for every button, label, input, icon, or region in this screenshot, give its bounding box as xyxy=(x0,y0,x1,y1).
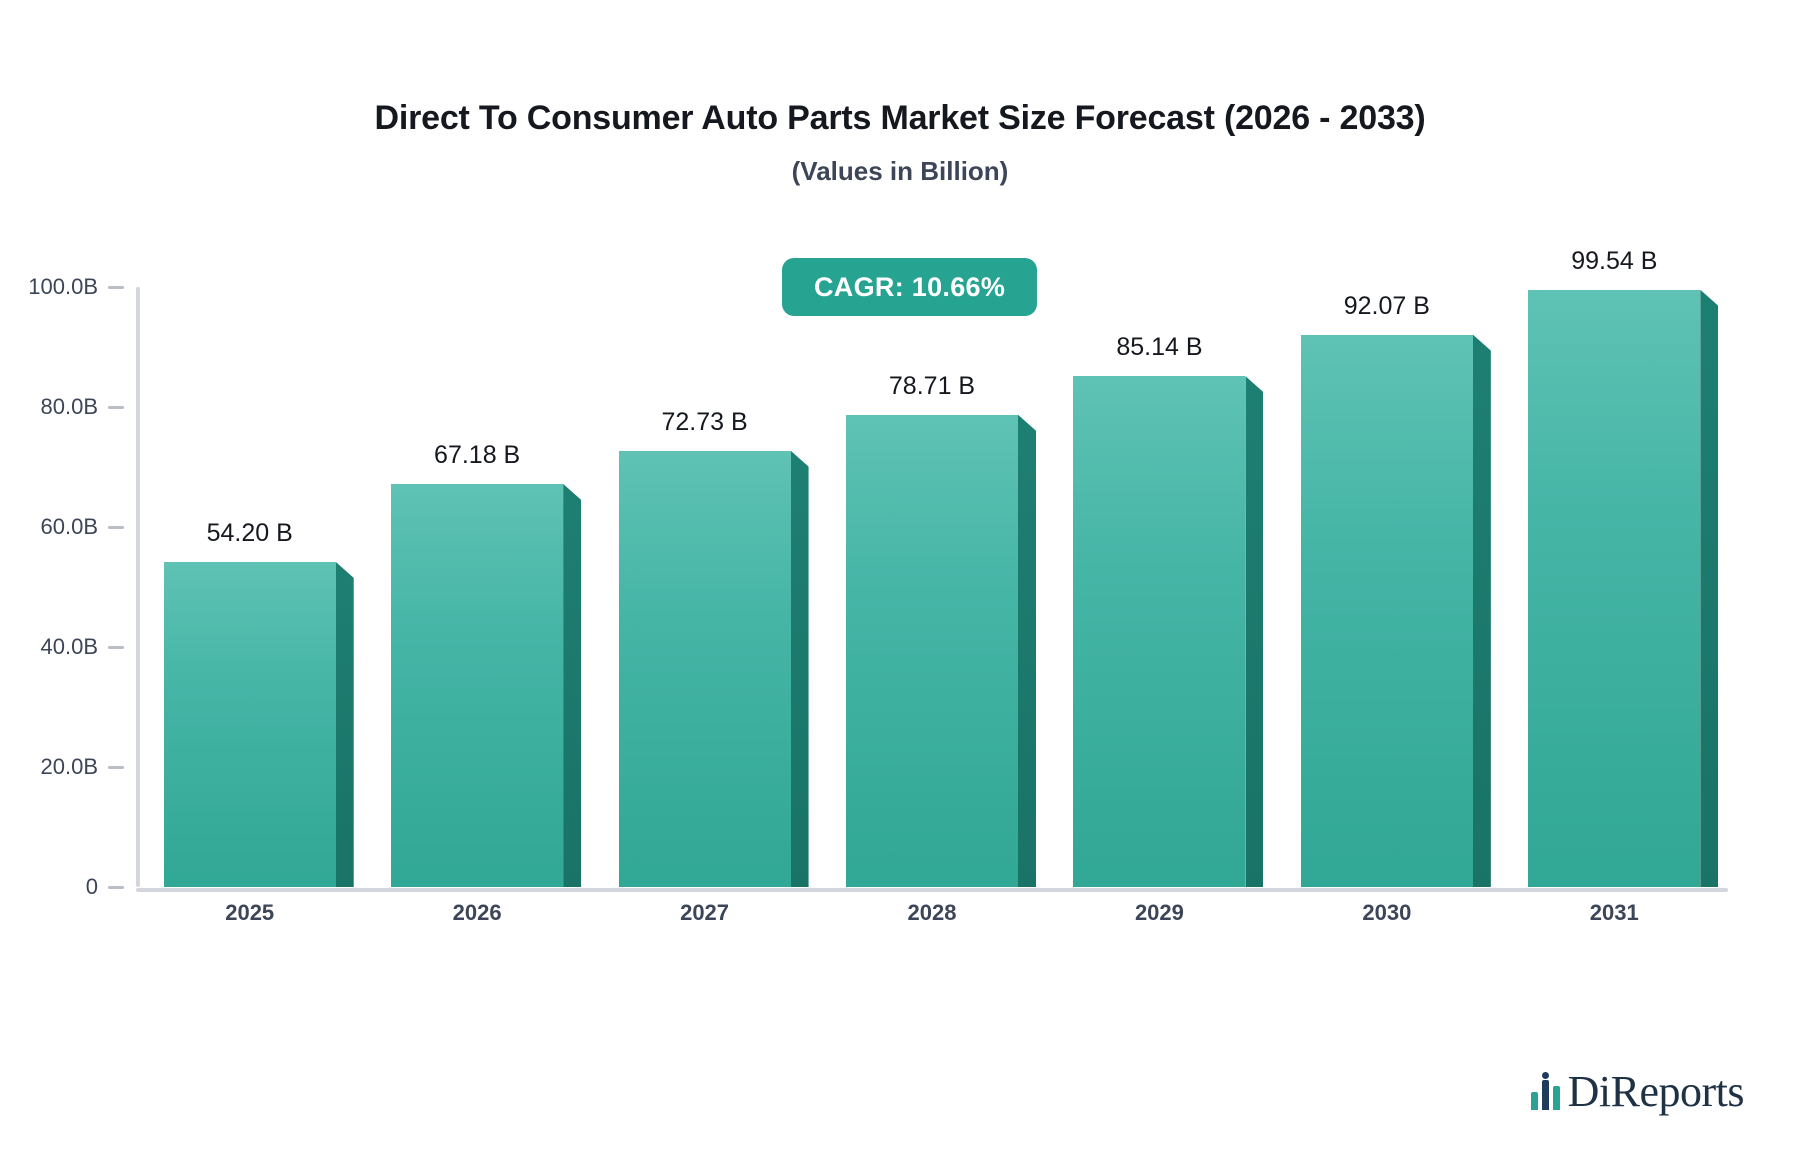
bar-value-label: 78.71 B xyxy=(888,371,976,400)
page-title: Direct To Consumer Auto Parts Market Siz… xyxy=(374,99,1426,137)
x-axis-label: 2025 xyxy=(225,900,275,925)
y-axis-tick-label: 0 xyxy=(85,874,98,899)
bar-value-label: 99.54 B xyxy=(1571,246,1658,275)
cagr-badge: CAGR: 10.66% xyxy=(782,258,1038,316)
brand-name: DiReports xyxy=(1567,1067,1745,1116)
y-axis-tick-mark xyxy=(108,405,124,409)
bar-side-3d xyxy=(1700,289,1719,887)
bar-face xyxy=(163,561,336,887)
y-axis-tick-label: 60.0B xyxy=(40,514,99,539)
bar: 78.71 B xyxy=(846,373,1036,887)
bar: 54.20 B xyxy=(163,520,354,887)
bar-face xyxy=(618,450,791,887)
bar-value-label: 54.20 B xyxy=(206,518,293,547)
y-axis-tick-label: 80.0B xyxy=(40,394,99,419)
logo-dot xyxy=(1541,1072,1549,1079)
y-axis-tick-mark xyxy=(108,645,124,649)
y-axis-tick-mark xyxy=(108,285,124,289)
x-axis-line xyxy=(136,888,1728,892)
title-block: Direct To Consumer Auto Parts Market Siz… xyxy=(0,99,1800,187)
bars-layer: 54.20 B 67.18 B 72.73 B 78.71 B 85.14 B 92.07… xyxy=(136,248,1728,887)
bar-side-3d xyxy=(790,450,809,887)
bar: 72.73 B xyxy=(618,409,809,887)
y-axis-tick-label: 20.0B xyxy=(40,754,99,779)
logo-bar-2 xyxy=(1541,1080,1549,1110)
direports-logo: DiReports xyxy=(1530,1067,1745,1116)
bar-side-3d xyxy=(1472,334,1491,887)
y-axis-tick-mark xyxy=(108,885,124,889)
bar: 92.07 B xyxy=(1300,293,1491,887)
bar-value-label: 85.14 B xyxy=(1116,333,1203,362)
bar: 99.54 B xyxy=(1528,248,1719,887)
x-axis-label: 2029 xyxy=(1134,900,1184,925)
bar-face xyxy=(846,414,1018,887)
y-axis-tick-mark xyxy=(108,525,124,529)
chart-subtitle: (Values in Billion) xyxy=(791,156,1009,187)
bar: 85.14 B xyxy=(1073,335,1264,887)
bar-face xyxy=(391,483,564,887)
logo-bar-1 xyxy=(1530,1092,1538,1110)
bar-value-label: 92.07 B xyxy=(1343,291,1430,320)
x-axis-label: 2031 xyxy=(1589,900,1639,925)
bar-side-3d xyxy=(1245,376,1264,887)
x-axis-label: 2028 xyxy=(907,900,957,925)
x-axis-label: 2027 xyxy=(680,900,730,925)
bar-side-3d xyxy=(335,561,354,887)
y-axis-tick-label: 40.0B xyxy=(40,634,99,659)
bar: 67.18 B xyxy=(391,442,582,887)
y-axis-tick-label: 100.0B xyxy=(28,274,98,299)
bar-chart-icon xyxy=(1530,1072,1560,1114)
bar-face xyxy=(1073,376,1246,887)
bar-side-3d xyxy=(1018,414,1036,887)
x-axis-label: 2030 xyxy=(1362,900,1412,925)
y-axis-tick-mark xyxy=(108,765,124,769)
bar-value-label: 67.18 B xyxy=(434,440,521,469)
y-axis-line xyxy=(136,287,140,887)
bar-face xyxy=(1300,334,1473,887)
bar-side-3d xyxy=(563,483,582,887)
x-axis-label: 2026 xyxy=(452,900,502,925)
logo-bar-3 xyxy=(1552,1086,1560,1110)
bar-value-label: 72.73 B xyxy=(661,407,748,436)
plot-area xyxy=(136,287,1728,892)
x-axis-labels: 2025 2026 2027 2028 2029 2030 2031 xyxy=(136,902,1728,942)
bar-face xyxy=(1528,289,1701,887)
